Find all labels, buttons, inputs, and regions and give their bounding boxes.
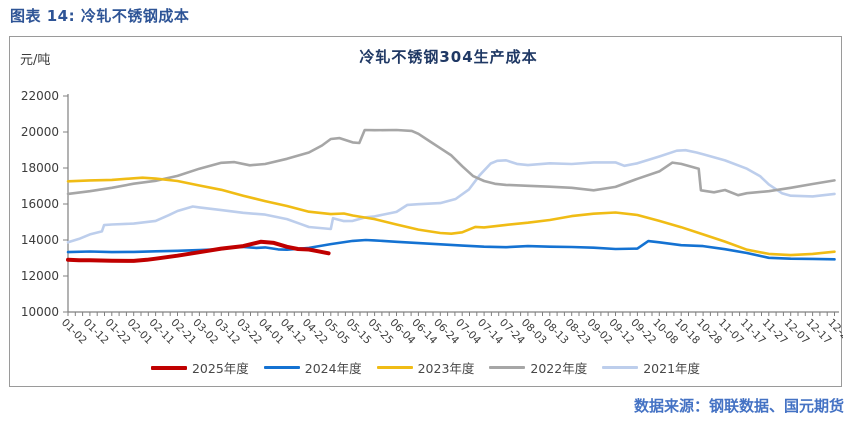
legend-item: 2025年度 [150,358,249,377]
y-tick-label: 16000 [21,197,59,211]
y-tick-label: 20000 [21,125,59,139]
series-line-2023年度 [66,176,836,257]
data-source: 数据来源：钢联数据、国元期货 [633,397,844,415]
legend-label: 2023年度 [417,361,475,376]
legend-item: 2021年度 [602,358,700,377]
line-chart: 2200020000180001600014000120001000001-02… [21,89,843,347]
legend-label: 2024年度 [304,361,362,376]
legend-swatch [376,366,413,369]
legend-item: 2022年度 [489,358,587,377]
legend-label: 2025年度 [191,361,249,376]
legend-swatch [150,365,187,370]
legend-swatch [263,366,300,369]
legend-item: 2023年度 [376,358,475,377]
series-line-2025年度 [66,239,331,263]
legend-swatch [489,366,526,369]
y-tick-label: 22000 [21,89,59,103]
chart-title: 冷轧不锈钢304生产成本 [359,48,538,66]
series-line-2021年度 [66,148,836,244]
legend-swatch [602,366,639,369]
y-tick-label: 10000 [21,305,59,319]
legend-item: 2024年度 [263,358,362,377]
y-tick-label: 18000 [21,161,59,175]
chart-legend: 2025年度 2024年度 2023年度 2022年度 2021年度 [10,358,841,377]
figure-caption: 图表 14: 冷轧不锈钢成本 [10,7,190,25]
legend-label: 2022年度 [530,361,588,376]
y-tick-label: 12000 [21,269,59,283]
y-tick-label: 14000 [21,233,59,247]
chart-panel: 元/吨 冷轧不锈钢304生产成本 22000 20000 18000 16000 140… [9,36,843,387]
legend-label: 2021年度 [643,361,701,376]
series-line-2022年度 [66,128,836,197]
y-axis-unit-label: 元/吨 [20,53,51,68]
